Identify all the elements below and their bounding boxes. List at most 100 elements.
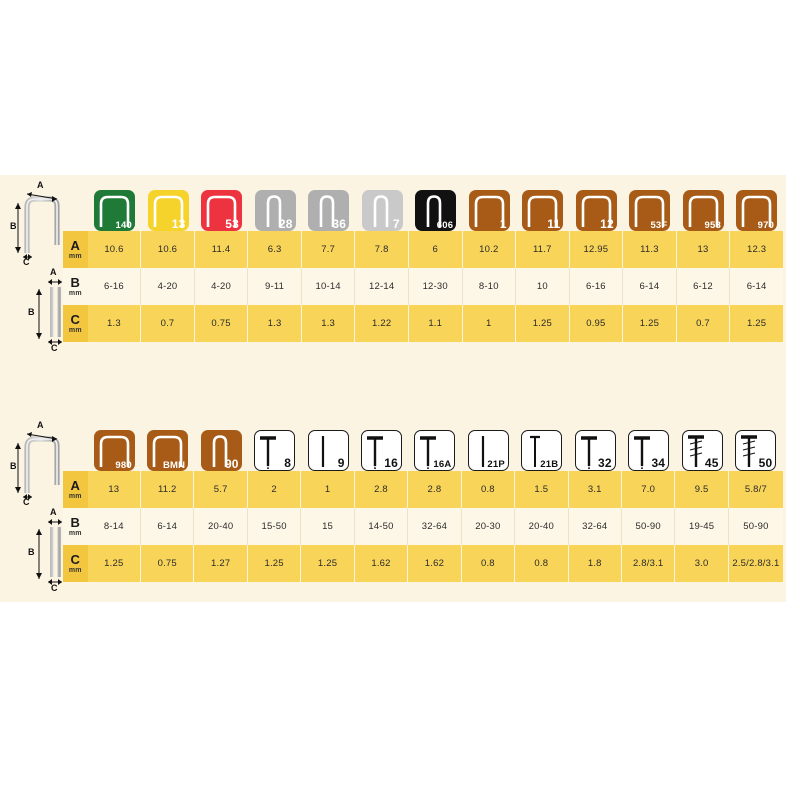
staple-icon-7[interactable]: 7 xyxy=(361,190,403,231)
cell-16A-B: 32-64 xyxy=(408,508,462,545)
cell-13-B: 4-20 xyxy=(141,268,195,305)
column-header-11[interactable]: 11 xyxy=(516,175,570,231)
column-header-34[interactable]: 34 xyxy=(622,415,675,471)
column-header-BMN[interactable]: BMN xyxy=(141,415,194,471)
column-header-16A[interactable]: 16A xyxy=(408,415,461,471)
cell-BMN-B: 6-14 xyxy=(141,508,195,545)
cell-21P-C: 0.8 xyxy=(461,545,516,582)
row-label-letter: A xyxy=(70,478,81,493)
cell-16-B: 14-50 xyxy=(354,508,409,545)
cell-140-C: 1.3 xyxy=(87,305,142,342)
cell-90-A: 5.7 xyxy=(194,471,248,508)
column-header-7[interactable]: 7 xyxy=(355,175,409,231)
cell-1-C: 1 xyxy=(462,305,517,342)
column-header-980[interactable]: 980 xyxy=(88,415,141,471)
column-header-21B[interactable]: 21B xyxy=(515,415,568,471)
staple-icon-BMN[interactable]: BMN xyxy=(147,430,189,471)
cell-53F-A: 11.3 xyxy=(623,231,677,268)
cell-12-C: 0.95 xyxy=(569,305,624,342)
staple-icon-21P[interactable]: 21P xyxy=(467,430,509,471)
column-header-970[interactable]: 970 xyxy=(730,175,783,231)
cell-980-B: 8-14 xyxy=(87,508,142,545)
staple-icon-606[interactable]: 606 xyxy=(415,190,457,231)
staple-code-label: 1 xyxy=(499,217,507,231)
cell-28-B: 9-11 xyxy=(248,268,302,305)
staple-icon-1[interactable]: 1 xyxy=(468,190,510,231)
column-header-16[interactable]: 16 xyxy=(355,415,408,471)
staple-icon-21B[interactable]: 21B xyxy=(521,430,563,471)
column-header-36[interactable]: 36 xyxy=(302,175,356,231)
wide-crown-staple-diagram: A B C xyxy=(10,420,62,507)
cell-9-A: 1 xyxy=(301,471,355,508)
staple-icon-32[interactable]: 32 xyxy=(574,430,616,471)
staple-icon-16A[interactable]: 16A xyxy=(414,430,456,471)
staple-code-label: 980 xyxy=(115,459,132,471)
cell-8-B: 15-50 xyxy=(247,508,302,545)
wide-crown-staple-diagram: A B C xyxy=(10,180,62,267)
staple-icon-970[interactable]: 970 xyxy=(736,190,778,231)
column-header-13[interactable]: 13 xyxy=(141,175,195,231)
column-header-50[interactable]: 50 xyxy=(729,415,783,471)
column-header-45[interactable]: 45 xyxy=(675,415,728,471)
cell-1-A: 10.2 xyxy=(462,231,517,268)
row-label-letter: C xyxy=(70,312,81,327)
column-header-1[interactable]: 1 xyxy=(463,175,517,231)
row-label-letter: A xyxy=(70,238,81,253)
staple-icon-45[interactable]: 45 xyxy=(681,430,723,471)
staple-code-label: 45 xyxy=(704,456,719,470)
staple-icon-958[interactable]: 958 xyxy=(682,190,724,231)
cell-50-C: 2.5/2.8/3.1 xyxy=(728,545,783,582)
legend-label-c: C xyxy=(23,257,30,267)
cell-970-A: 12.3 xyxy=(730,231,783,268)
staple-icon-11[interactable]: 11 xyxy=(522,190,564,231)
staple-icon-34[interactable]: 34 xyxy=(628,430,670,471)
column-header-12[interactable]: 12 xyxy=(570,175,624,231)
column-header-9[interactable]: 9 xyxy=(301,415,354,471)
staple-icon-28[interactable]: 28 xyxy=(254,190,296,231)
staple-icon-13[interactable]: 13 xyxy=(147,190,189,231)
cell-50-A: 5.8/7 xyxy=(728,471,783,508)
staple-code-label: 7 xyxy=(392,217,400,231)
staple-icon-53F[interactable]: 53F xyxy=(629,190,671,231)
staple-icon-8[interactable]: 8 xyxy=(254,430,296,471)
column-header-21P[interactable]: 21P xyxy=(462,415,515,471)
column-header-90[interactable]: 90 xyxy=(194,415,247,471)
cell-12-B: 6-16 xyxy=(569,268,624,305)
staple-icon-980[interactable]: 980 xyxy=(93,430,135,471)
staple-icon-140[interactable]: 140 xyxy=(93,190,135,231)
cell-53F-B: 6-14 xyxy=(623,268,677,305)
column-header-8[interactable]: 8 xyxy=(248,415,301,471)
staple-icon-53[interactable]: 53 xyxy=(201,190,243,231)
staple-icon-36[interactable]: 36 xyxy=(308,190,350,231)
column-header-32[interactable]: 32 xyxy=(569,415,622,471)
column-header-53[interactable]: 53 xyxy=(195,175,249,231)
staple-icon-16[interactable]: 16 xyxy=(361,430,402,471)
column-header-53F[interactable]: 53F xyxy=(623,175,677,231)
staple-icon-9[interactable]: 9 xyxy=(307,430,349,471)
column-header-958[interactable]: 958 xyxy=(677,175,731,231)
cell-11-A: 11.7 xyxy=(516,231,570,268)
legend-label-c: C xyxy=(51,583,58,593)
cell-50-B: 50-90 xyxy=(728,508,783,545)
legend-label-c: C xyxy=(23,497,30,507)
staple-icon-12[interactable]: 12 xyxy=(575,190,617,231)
cell-8-C: 1.25 xyxy=(247,545,302,582)
icon-row-spacer xyxy=(63,415,88,471)
dimension-legend-2: A B C A B xyxy=(4,419,62,593)
row-label-unit: mm xyxy=(68,326,82,334)
staple-icon-50[interactable]: 50 xyxy=(735,430,777,471)
cell-36-C: 1.3 xyxy=(301,305,356,342)
staple-icon-90[interactable]: 90 xyxy=(200,430,242,471)
column-header-28[interactable]: 28 xyxy=(248,175,302,231)
column-header-606[interactable]: 606 xyxy=(409,175,463,231)
cell-53F-C: 1.25 xyxy=(623,305,677,342)
cell-45-B: 19-45 xyxy=(675,508,729,545)
cell-32-C: 1.8 xyxy=(568,545,622,582)
column-header-140[interactable]: 140 xyxy=(88,175,142,231)
